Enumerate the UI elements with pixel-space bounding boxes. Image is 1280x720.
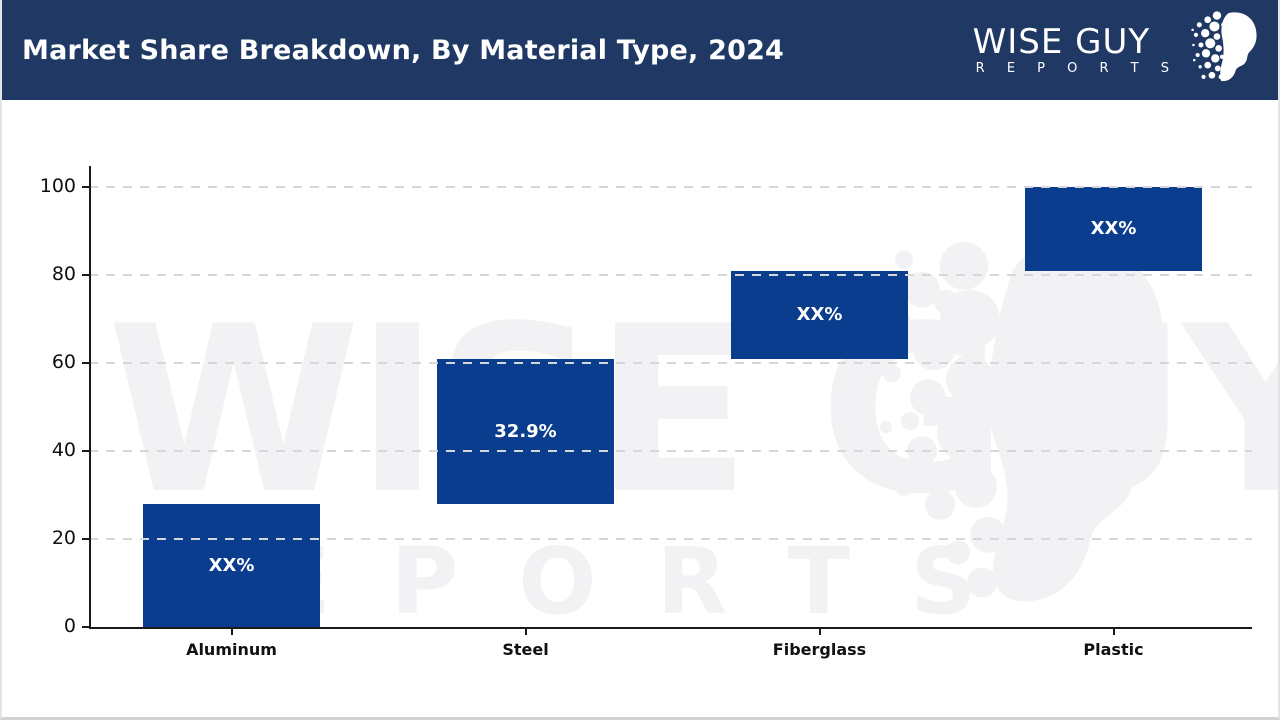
x-tick-mark bbox=[818, 629, 821, 635]
x-tick-mark bbox=[1112, 629, 1115, 635]
gridline-40 bbox=[89, 450, 1252, 452]
y-tick-label: 0 bbox=[63, 615, 76, 637]
logo-head-icon bbox=[1191, 11, 1257, 82]
y-tick-label: 100 bbox=[39, 175, 76, 197]
gridline-20 bbox=[89, 538, 1252, 540]
gridline-80 bbox=[89, 274, 1252, 276]
bar-value-label: XX% bbox=[208, 554, 255, 576]
y-tick-label: 40 bbox=[51, 439, 76, 461]
header-banner: Market Share Breakdown, By Material Type… bbox=[2, 0, 1278, 100]
bar-fiberglass: XX% bbox=[731, 270, 908, 360]
y-tick-mark bbox=[82, 450, 89, 452]
x-tick-label-plastic: Plastic bbox=[1083, 640, 1144, 659]
gridline-60 bbox=[89, 362, 1252, 364]
y-tick-mark bbox=[82, 362, 89, 364]
bar-aluminum: XX% bbox=[143, 503, 320, 627]
watermark-head-icon bbox=[880, 237, 1163, 602]
x-tick-label-aluminum: Aluminum bbox=[186, 640, 277, 659]
bar-steel: 32.9% bbox=[437, 359, 614, 504]
x-tick-mark bbox=[230, 629, 233, 635]
y-tick-label: 20 bbox=[51, 527, 76, 549]
bar-value-label: 32.9% bbox=[494, 420, 557, 442]
x-tick-label-steel: Steel bbox=[502, 640, 549, 659]
gridline-100 bbox=[89, 186, 1252, 188]
logo-wordmark: WISE GUY bbox=[972, 21, 1151, 62]
brand-logo-text: WISE GUY R E P O R T S bbox=[973, 24, 1178, 77]
y-tick-mark bbox=[82, 538, 89, 540]
brand-logo: WISE GUY R E P O R T S bbox=[973, 6, 1264, 94]
y-tick-mark bbox=[82, 186, 89, 188]
bar-value-label: XX% bbox=[1090, 218, 1137, 240]
x-axis bbox=[89, 627, 1252, 629]
logo-subtext: R E P O R T S bbox=[975, 60, 1178, 76]
bar-plastic: XX% bbox=[1025, 187, 1202, 271]
bar-value-label: XX% bbox=[796, 304, 843, 326]
y-tick-label: 80 bbox=[51, 263, 76, 285]
y-axis bbox=[89, 166, 91, 629]
x-tick-label-fiberglass: Fiberglass bbox=[772, 640, 867, 659]
x-tick-mark bbox=[524, 629, 527, 635]
y-tick-mark bbox=[82, 626, 89, 628]
y-tick-label: 60 bbox=[51, 351, 76, 373]
y-tick-mark bbox=[82, 274, 89, 276]
chart-title: Market Share Breakdown, By Material Type… bbox=[22, 34, 785, 66]
